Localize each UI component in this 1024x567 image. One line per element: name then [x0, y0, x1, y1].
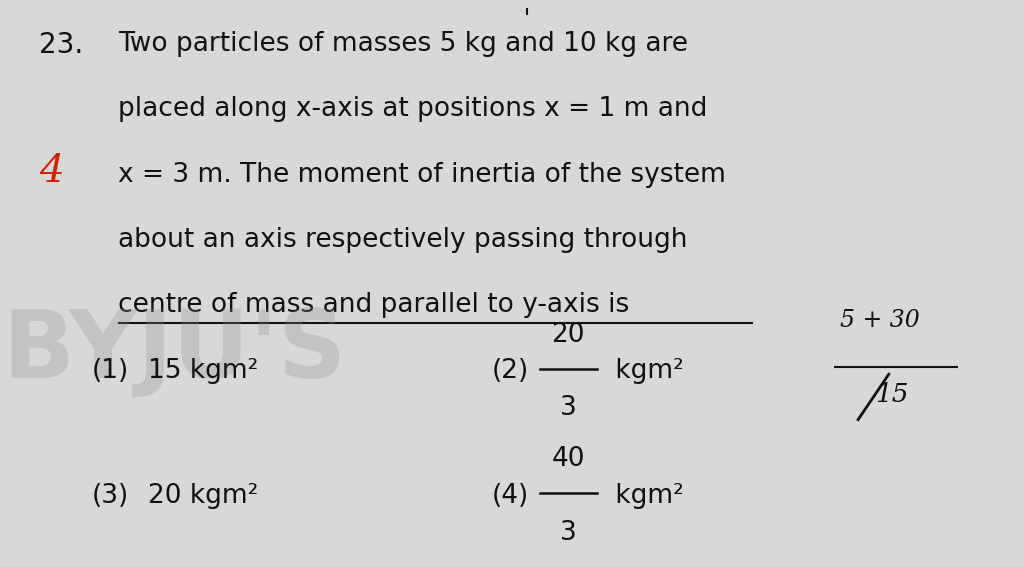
- Text: kgm²: kgm²: [607, 358, 684, 384]
- Text: 3: 3: [560, 520, 577, 546]
- Text: 15: 15: [876, 382, 909, 407]
- Text: 20: 20: [552, 321, 585, 348]
- Text: 20 kgm²: 20 kgm²: [148, 483, 259, 509]
- Text: (2): (2): [492, 358, 528, 384]
- Text: (4): (4): [492, 483, 528, 509]
- Text: 4: 4: [39, 153, 63, 190]
- Text: BYJU'S: BYJU'S: [2, 306, 346, 397]
- Text: placed along x-axis at positions x = 1 m and: placed along x-axis at positions x = 1 m…: [118, 96, 708, 122]
- Text: 5 + 30: 5 + 30: [840, 309, 920, 332]
- Text: 23.: 23.: [39, 31, 83, 59]
- Text: 3: 3: [560, 395, 577, 421]
- Text: about an axis respectively passing through: about an axis respectively passing throu…: [118, 227, 687, 253]
- Text: Two particles of masses 5 kg and 10 kg are: Two particles of masses 5 kg and 10 kg a…: [118, 31, 688, 57]
- Text: 40: 40: [552, 446, 585, 472]
- Text: 15 kgm²: 15 kgm²: [148, 358, 259, 384]
- Text: x = 3 m. The moment of inertia of the system: x = 3 m. The moment of inertia of the sy…: [118, 162, 726, 188]
- Text: centre of mass and parallel to y-axis is: centre of mass and parallel to y-axis is: [118, 292, 629, 318]
- Text: (1): (1): [92, 358, 129, 384]
- Text: (3): (3): [92, 483, 129, 509]
- Text: kgm²: kgm²: [607, 483, 684, 509]
